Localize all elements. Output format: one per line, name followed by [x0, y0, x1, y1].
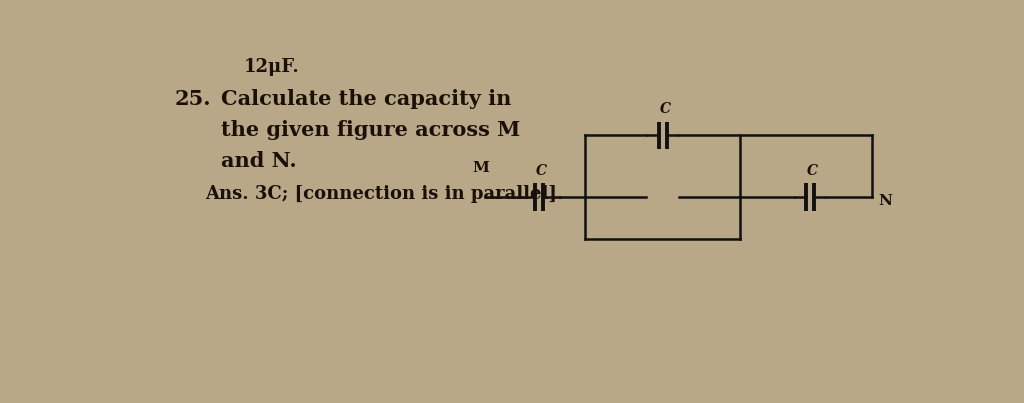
Text: C: C: [659, 102, 671, 116]
Text: and N.: and N.: [221, 151, 297, 171]
Text: Calculate the capacity in: Calculate the capacity in: [221, 89, 511, 109]
Text: C: C: [536, 164, 547, 178]
Text: C: C: [807, 164, 818, 178]
Text: 12μF.: 12μF.: [245, 58, 300, 77]
Text: Ans. 3C; [connection is in parallel].: Ans. 3C; [connection is in parallel].: [206, 185, 564, 204]
Text: N: N: [879, 194, 892, 208]
Text: M: M: [472, 162, 489, 175]
Text: the given figure across M: the given figure across M: [221, 120, 520, 140]
Text: 25.: 25.: [174, 89, 211, 109]
